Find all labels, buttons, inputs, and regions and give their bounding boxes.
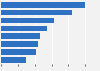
- Bar: [1, 41, 38, 47]
- Bar: [1, 18, 54, 23]
- Bar: [1, 10, 72, 15]
- Bar: [1, 49, 36, 55]
- Bar: [1, 57, 26, 63]
- Bar: [1, 25, 46, 31]
- Bar: [1, 2, 85, 8]
- Bar: [1, 33, 40, 39]
